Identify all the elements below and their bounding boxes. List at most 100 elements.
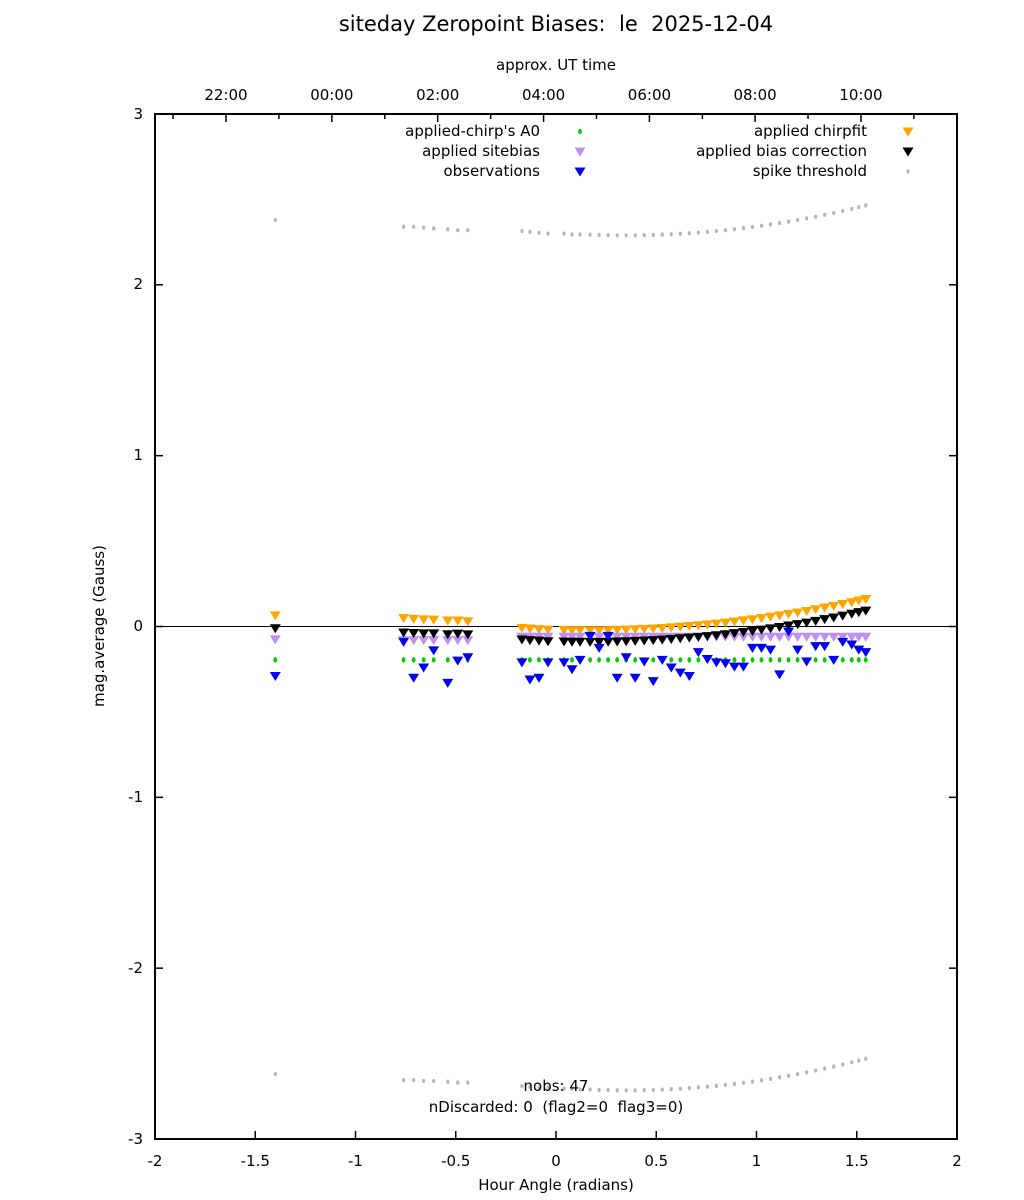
obs-point: [783, 627, 795, 637]
chirpfit-point: [398, 613, 410, 623]
spike-threshold-lower-point: [570, 1086, 574, 1091]
biascorr-point: [638, 636, 650, 646]
spike-threshold-upper-point: [520, 228, 524, 234]
spike-threshold-upper-point: [750, 224, 755, 230]
biascorr-point: [737, 627, 749, 637]
spike-threshold-lower-point: [528, 1084, 532, 1089]
obs-point: [710, 658, 722, 668]
sitebias-point: [819, 632, 831, 642]
chirpfit-point: [638, 624, 650, 634]
sitebias-point: [737, 632, 749, 642]
obs-point: [665, 663, 677, 673]
spike-threshold-upper-point: [412, 224, 416, 229]
chirpfit-point: [783, 609, 795, 619]
biascorr-point: [710, 631, 722, 641]
chirpfit-point: [792, 608, 804, 618]
sitebias-point: [756, 632, 768, 642]
obs-point: [428, 646, 440, 656]
biascorr-point: [828, 613, 840, 623]
a0-point: [768, 657, 773, 663]
chirpfit-point: [574, 626, 586, 636]
sitebias-point: [860, 632, 872, 642]
spike-threshold-upper-point: [422, 225, 426, 230]
x2-tick-label: 22:00: [204, 86, 248, 104]
a0-point: [401, 657, 406, 663]
sitebias-point: [442, 636, 454, 646]
biascorr-point: [533, 636, 545, 646]
spike-threshold-upper-point: [723, 228, 728, 233]
a0-point: [588, 657, 592, 663]
a0-point: [840, 657, 845, 663]
sitebias-point: [783, 632, 795, 642]
biascorr-point: [442, 630, 454, 640]
spike-threshold-lower-point: [678, 1086, 682, 1091]
obs-point: [629, 673, 641, 683]
spike-threshold-upper-point: [660, 232, 664, 237]
spike-threshold-upper-point: [528, 229, 532, 234]
sitebias-point: [418, 636, 430, 646]
obs-point: [801, 657, 813, 667]
chirpfit-point: [701, 620, 713, 630]
sitebias-point: [846, 632, 858, 642]
spike-threshold-upper-point: [741, 226, 746, 231]
chirpfit-point: [765, 612, 777, 622]
spike-threshold-lower-point: [597, 1087, 601, 1093]
x-axis-label: Hour Angle (radians): [478, 1176, 634, 1194]
chirpfit-point: [737, 616, 749, 626]
spike-threshold-lower-point: [796, 1071, 800, 1077]
spike-threshold-upper-point: [714, 228, 719, 234]
legend-marker-chirpfit: [902, 127, 914, 137]
biascorr-point: [765, 624, 777, 634]
spike-threshold-lower-point: [705, 1084, 709, 1089]
spike-threshold-lower-point: [832, 1064, 836, 1069]
obs-point: [728, 662, 740, 672]
obs-point: [846, 640, 858, 650]
biascorr-point: [692, 632, 704, 642]
obs-point: [408, 673, 420, 683]
obs-point: [524, 675, 536, 685]
legend-marker-sitebias: [574, 147, 586, 157]
obs-point: [398, 637, 410, 647]
biascorr-point: [269, 624, 281, 634]
x-tick-label: 1.5: [844, 1152, 869, 1170]
spike-threshold-upper-point: [805, 216, 809, 221]
obs-point: [853, 645, 865, 655]
x2-tick-label: 10:00: [839, 86, 883, 104]
a0-point: [570, 657, 574, 663]
spike-threshold-upper-point: [841, 208, 845, 214]
spike-threshold-lower-point: [857, 1058, 861, 1063]
nobs-annotation: nobs: 47: [523, 1077, 589, 1095]
spike-threshold-lower-point: [446, 1079, 450, 1084]
spike-threshold-upper-point: [777, 220, 782, 226]
a0-point: [411, 657, 416, 663]
a0-point: [537, 657, 541, 663]
obs-point: [638, 657, 650, 667]
obs-point: [462, 653, 474, 663]
a0-point: [759, 657, 764, 663]
spike-threshold-upper-point: [633, 233, 637, 238]
spike-threshold-upper-point: [696, 230, 700, 235]
spike-threshold-lower-point: [768, 1076, 773, 1081]
spike-threshold-lower-point: [520, 1083, 524, 1089]
spike-threshold-upper-point: [678, 231, 682, 236]
sitebias-point: [853, 632, 865, 642]
spike-threshold-lower-point: [696, 1085, 700, 1090]
sitebias-point: [837, 632, 849, 642]
chirpfit-point: [801, 606, 813, 616]
legend-label-applied-sitebias: applied sitebias: [422, 142, 540, 160]
a0-point: [669, 657, 674, 663]
y-tick-label: -1: [128, 787, 143, 806]
biascorr-point: [853, 608, 865, 618]
chirpfit-point: [524, 624, 536, 634]
obs-point: [452, 656, 464, 666]
obs-point: [683, 672, 695, 682]
obs-point: [737, 662, 749, 672]
spike-threshold-upper-point: [562, 231, 566, 236]
sitebias-point: [558, 632, 570, 642]
spike-threshold-upper-point: [546, 231, 550, 236]
chirpfit-point: [408, 614, 420, 624]
sitebias-point: [574, 632, 586, 642]
sitebias-point: [566, 632, 578, 642]
spike-threshold-lower-point: [578, 1087, 582, 1092]
chirpfit-point: [710, 619, 722, 629]
